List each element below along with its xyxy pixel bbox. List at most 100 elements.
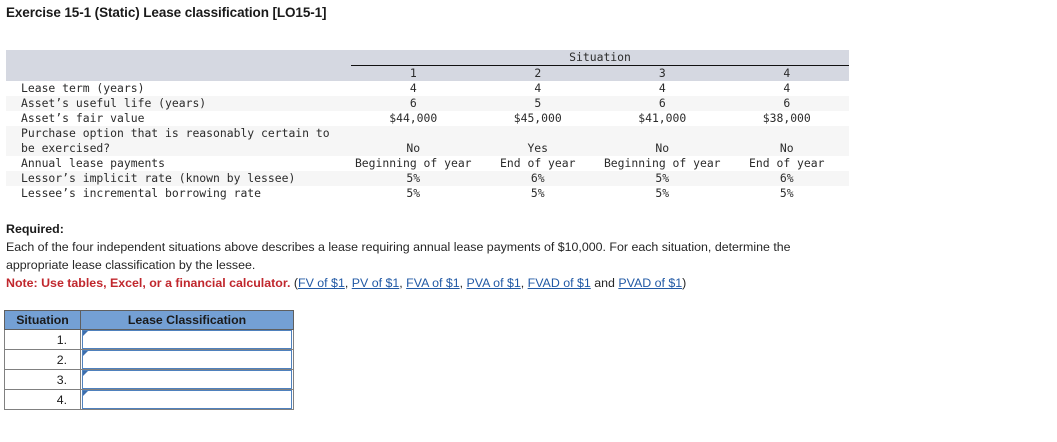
row-value: End of year bbox=[724, 156, 850, 171]
row-value: Beginning of year bbox=[600, 156, 725, 171]
page-title: Exercise 15-1 (Static) Lease classificat… bbox=[6, 5, 327, 20]
row-value: 4 bbox=[351, 81, 476, 96]
link-pv-of-1[interactable]: PV of $1 bbox=[351, 276, 400, 290]
comment-flag-icon bbox=[83, 331, 88, 336]
answer-input-cell-1[interactable] bbox=[80, 329, 294, 350]
row-value: No bbox=[724, 141, 850, 156]
lease-classification-input-1[interactable] bbox=[91, 331, 289, 348]
row-value: $41,000 bbox=[600, 111, 725, 126]
situation-data-table: Situation 1 2 3 4 Lease term (years) 4 4… bbox=[6, 50, 850, 201]
row-label: Purchase option that is reasonably certa… bbox=[6, 126, 351, 141]
link-separator: , bbox=[399, 276, 407, 290]
row-value bbox=[351, 126, 476, 141]
situation-group-header: Situation bbox=[351, 50, 850, 66]
note-line: Note: Use tables, Excel, or a financial … bbox=[6, 274, 836, 292]
lease-classification-input-4[interactable] bbox=[91, 391, 289, 408]
required-body: Each of the four independent situations … bbox=[6, 238, 836, 274]
row-value: 4 bbox=[600, 81, 725, 96]
link-fva-of-1[interactable]: FVA of $1 bbox=[406, 276, 460, 290]
answer-row: 4. bbox=[4, 389, 294, 410]
row-value: 5% bbox=[351, 186, 476, 201]
row-value: $38,000 bbox=[724, 111, 850, 126]
link-separator: , bbox=[520, 276, 528, 290]
comment-flag-icon bbox=[83, 391, 88, 396]
row-label: Annual lease payments bbox=[6, 156, 351, 171]
answer-row-number: 2. bbox=[4, 349, 81, 370]
row-value: 4 bbox=[724, 81, 850, 96]
required-heading: Required: bbox=[6, 222, 64, 236]
paren-open: ( bbox=[293, 276, 298, 290]
table-row: Annual lease payments Beginning of year … bbox=[6, 156, 850, 171]
table-row: Lease term (years) 4 4 4 4 bbox=[6, 81, 850, 96]
comment-flag-icon bbox=[83, 351, 88, 356]
link-fv-of-1[interactable]: FV of $1 bbox=[298, 276, 345, 290]
row-label: Lease term (years) bbox=[6, 81, 351, 96]
column-header-1: 1 bbox=[351, 65, 476, 81]
table-header-columns-row: 1 2 3 4 bbox=[6, 65, 850, 81]
input-wrapper bbox=[82, 350, 292, 369]
link-conjunction: and bbox=[590, 276, 619, 290]
answer-input-cell-3[interactable] bbox=[80, 369, 294, 390]
table-row: Asset’s useful life (years) 6 5 6 6 bbox=[6, 96, 850, 111]
lease-classification-input-2[interactable] bbox=[91, 351, 289, 368]
link-pvad-of-1[interactable]: PVAD of $1 bbox=[618, 276, 683, 290]
note-label: Note: Use tables, Excel, or a financial … bbox=[6, 276, 291, 290]
answer-row: 3. bbox=[4, 369, 294, 390]
row-value: 5% bbox=[351, 171, 476, 186]
answer-row: 1. bbox=[4, 329, 294, 350]
header-spacer-cell-2 bbox=[6, 65, 351, 81]
row-value: 5% bbox=[475, 186, 600, 201]
row-value: 5% bbox=[724, 186, 850, 201]
row-value bbox=[600, 126, 725, 141]
row-label: be exercised? bbox=[6, 141, 351, 156]
table-header-group-row: Situation bbox=[6, 50, 850, 66]
input-wrapper bbox=[82, 330, 292, 349]
link-separator: , bbox=[459, 276, 467, 290]
row-value: 6% bbox=[724, 171, 850, 186]
row-value: Beginning of year bbox=[351, 156, 476, 171]
link-fvad-of-1[interactable]: FVAD of $1 bbox=[527, 276, 591, 290]
lease-classification-input-3[interactable] bbox=[91, 371, 289, 388]
table-row: Lessor’s implicit rate (known by lessee)… bbox=[6, 171, 850, 186]
row-label: Asset’s useful life (years) bbox=[6, 96, 351, 111]
required-body-line2: determine the appropriate lease classifi… bbox=[6, 240, 791, 272]
answer-input-cell-2[interactable] bbox=[80, 349, 294, 370]
answer-header-classification: Lease Classification bbox=[80, 310, 294, 330]
row-value: No bbox=[600, 141, 725, 156]
row-label: Asset’s fair value bbox=[6, 111, 351, 126]
row-value: $44,000 bbox=[351, 111, 476, 126]
column-header-4: 4 bbox=[724, 65, 850, 81]
row-value: 6 bbox=[600, 96, 725, 111]
answer-input-cell-4[interactable] bbox=[80, 389, 294, 410]
answer-header-situation: Situation bbox=[4, 310, 81, 330]
row-value: 5% bbox=[600, 171, 725, 186]
row-value: 4 bbox=[475, 81, 600, 96]
row-value: 6 bbox=[351, 96, 476, 111]
row-value: $45,000 bbox=[475, 111, 600, 126]
row-value: End of year bbox=[475, 156, 600, 171]
answer-row: 2. bbox=[4, 349, 294, 370]
row-value: Yes bbox=[475, 141, 600, 156]
column-header-2: 2 bbox=[475, 65, 600, 81]
input-wrapper bbox=[82, 370, 292, 389]
row-label: Lessor’s implicit rate (known by lessee) bbox=[6, 171, 351, 186]
row-value: 5% bbox=[600, 186, 725, 201]
paren-close: ) bbox=[682, 276, 687, 290]
link-separator: , bbox=[344, 276, 352, 290]
row-value bbox=[724, 126, 850, 141]
lease-classification-answer-table: Situation Lease Classification 1. 2. 3 bbox=[4, 310, 294, 410]
row-label: Lessee’s incremental borrowing rate bbox=[6, 186, 351, 201]
answer-row-number: 3. bbox=[4, 369, 81, 390]
table-row: Purchase option that is reasonably certa… bbox=[6, 126, 850, 141]
link-pva-of-1[interactable]: PVA of $1 bbox=[466, 276, 521, 290]
input-wrapper bbox=[82, 390, 292, 409]
row-value: 6% bbox=[475, 171, 600, 186]
column-header-3: 3 bbox=[600, 65, 725, 81]
comment-flag-icon bbox=[83, 371, 88, 376]
required-body-line1: Each of the four independent situations … bbox=[6, 240, 712, 254]
row-value: 5 bbox=[475, 96, 600, 111]
header-spacer-cell bbox=[6, 50, 351, 66]
table-row: be exercised? No Yes No No bbox=[6, 141, 850, 156]
answer-row-number: 4. bbox=[4, 389, 81, 410]
answer-row-number: 1. bbox=[4, 329, 81, 350]
